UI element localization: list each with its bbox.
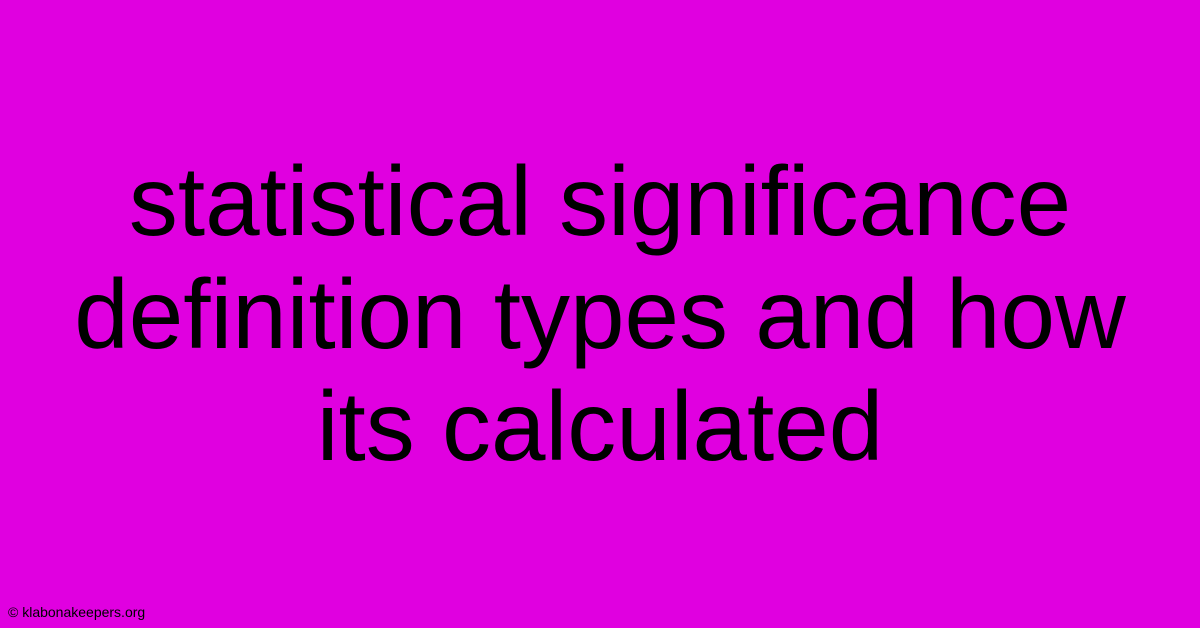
credit-text: © klabonakeepers.org [8, 604, 145, 620]
page-title: statistical significance definition type… [0, 145, 1200, 483]
